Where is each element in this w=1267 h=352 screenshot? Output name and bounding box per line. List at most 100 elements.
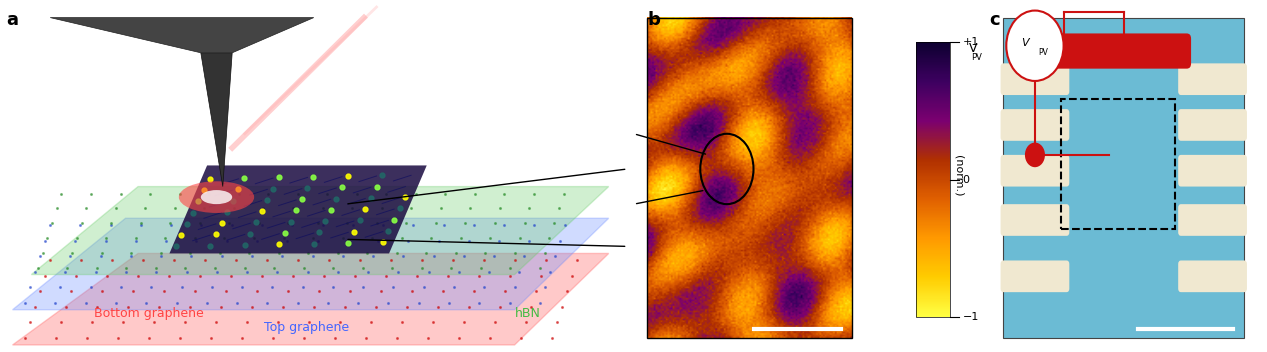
Bar [916,108,950,109]
Bar [916,205,950,206]
Bar [916,138,950,139]
Bar [916,233,950,234]
Bar [916,210,950,212]
Bar [916,156,950,157]
FancyBboxPatch shape [1001,63,1069,95]
Circle shape [1006,11,1063,81]
Bar [916,62,950,63]
Bar [916,88,950,89]
Bar [916,217,950,218]
Bar [916,168,950,169]
Bar [1003,18,1244,338]
Bar [916,113,950,114]
Circle shape [1025,143,1045,167]
Bar [916,139,950,140]
Bar [1060,99,1176,229]
Bar [916,164,950,165]
Bar [916,199,950,200]
Bar [916,133,950,134]
Bar [916,273,950,274]
Bar [916,45,950,46]
Bar [916,184,950,185]
Bar [916,83,950,84]
Bar [916,70,950,71]
Bar [916,268,950,269]
Bar [916,221,950,222]
Bar [916,109,950,110]
Bar [916,52,950,53]
Bar [916,228,950,229]
Bar [916,115,950,116]
Bar [916,284,950,285]
Bar [916,152,950,153]
Text: (norm.): (norm.) [954,155,964,197]
Bar [916,71,950,72]
Bar [916,215,950,216]
Bar [916,295,950,296]
Text: hBN: hBN [514,307,541,320]
Text: b: b [647,11,660,29]
Bar [916,229,950,230]
Bar [916,315,950,316]
Bar [916,183,950,184]
Bar [916,169,950,170]
Bar [916,263,950,264]
Bar [916,58,950,59]
Bar [916,157,950,158]
Bar [916,53,950,54]
Bar [916,314,950,315]
Bar [916,308,950,309]
Bar [916,302,950,303]
Bar [916,222,950,224]
Bar [916,65,950,66]
Bar [916,92,950,93]
Bar [916,79,950,80]
Bar [916,272,950,273]
Bar [916,160,950,161]
Bar [916,94,950,95]
Bar [916,278,950,279]
Bar [916,54,950,55]
Bar [916,78,950,79]
Bar [916,106,950,107]
Bar [916,112,950,113]
Bar [916,59,950,61]
Bar [916,171,950,172]
Bar [916,306,950,307]
Bar [916,64,950,65]
Bar [916,260,950,261]
Bar [916,250,950,251]
FancyBboxPatch shape [1178,204,1247,236]
Bar [916,186,950,187]
Bar [916,57,950,58]
Bar [916,204,950,205]
Bar [916,69,950,70]
Text: V: V [969,42,977,55]
Text: PV: PV [972,53,982,62]
Bar [916,185,950,186]
Bar [916,129,950,130]
Bar [916,266,950,268]
Bar [916,232,950,233]
Bar [916,146,950,147]
Bar [647,18,851,338]
Bar [916,124,950,125]
Bar [916,243,950,244]
Bar [916,134,950,136]
Bar [916,172,950,173]
Bar [916,304,950,305]
Bar [916,264,950,265]
Bar [916,287,950,288]
FancyBboxPatch shape [1001,204,1069,236]
Bar [916,166,950,168]
Bar [916,68,950,69]
Bar [916,42,950,317]
Bar [916,246,950,247]
Bar [916,251,950,252]
Bar [916,307,950,308]
Bar [916,100,950,101]
Bar [916,125,950,126]
Bar [916,51,950,52]
Bar [916,175,950,176]
Bar [916,276,950,277]
